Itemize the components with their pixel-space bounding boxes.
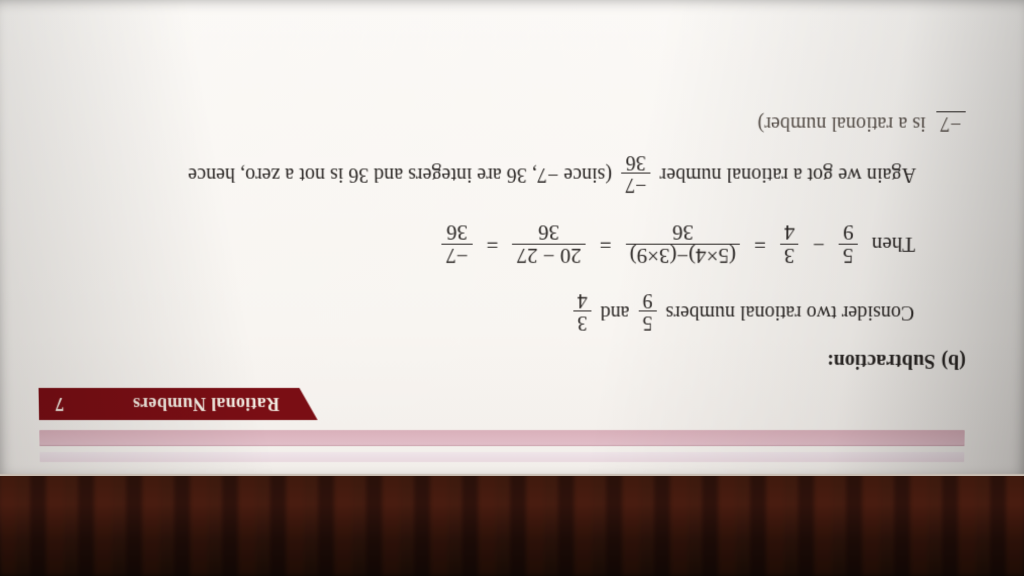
fraction-a: 5 9 xyxy=(638,289,656,332)
lhs-frac-b: 3 4 xyxy=(780,221,799,267)
equals-2: = xyxy=(599,231,611,256)
chapter-tab: Rational Numbers 7 xyxy=(39,388,300,420)
then-label: Then xyxy=(872,231,916,256)
cutoff-frac: −7 xyxy=(936,112,966,134)
textbook-page: Rational Numbers 7 (b) Subtraction: Cons… xyxy=(0,0,1024,476)
step2-frac: 20 − 27 36 xyxy=(512,221,585,267)
equals-1: = xyxy=(754,231,766,256)
equals-3: = xyxy=(486,231,498,256)
intro-line: Consider two rational numbers 5 9 and 3 … xyxy=(37,289,967,332)
fraction-b: 3 4 xyxy=(573,289,591,332)
cutoff-tail: is a rational number) xyxy=(758,111,926,135)
minus-sign: − xyxy=(813,231,825,256)
conclusion-frac: −7 36 xyxy=(621,151,651,195)
conclusion-line: Again we got a rational number −7 36 (si… xyxy=(35,151,969,195)
cutoff-line: −7 is a rational number) xyxy=(34,111,970,135)
equation-row: Then 5 9 − 3 4 = (5×4)−(3×9) 36 = 20 − 2… xyxy=(36,221,968,267)
chapter-title: Rational Numbers xyxy=(133,388,280,420)
intro-mid: and xyxy=(600,301,629,323)
step3-frac: −7 36 xyxy=(442,221,473,267)
lhs-frac-a: 5 9 xyxy=(839,221,858,267)
step1-frac: (5×4)−(3×9) 36 xyxy=(625,221,740,267)
page-number: 7 xyxy=(55,388,65,420)
header-stripe-thin xyxy=(40,452,965,462)
rotated-photo-scene: Rational Numbers 7 (b) Subtraction: Cons… xyxy=(0,0,1024,576)
conclusion-tail: (since −7, 36 are integers and 36 is not… xyxy=(188,163,612,185)
section-title: Subtraction: xyxy=(827,349,936,372)
conclusion-lead: Again we got a rational number xyxy=(660,163,917,185)
chapter-tab-row: Rational Numbers 7 xyxy=(39,388,966,420)
page-content: (b) Subtraction: Consider two rational n… xyxy=(34,111,970,388)
section-marker: (b) xyxy=(941,349,966,372)
section-heading: (b) Subtraction: xyxy=(38,349,966,372)
header-stripe-pink xyxy=(39,430,964,446)
intro-lead: Consider two rational numbers xyxy=(666,301,915,323)
